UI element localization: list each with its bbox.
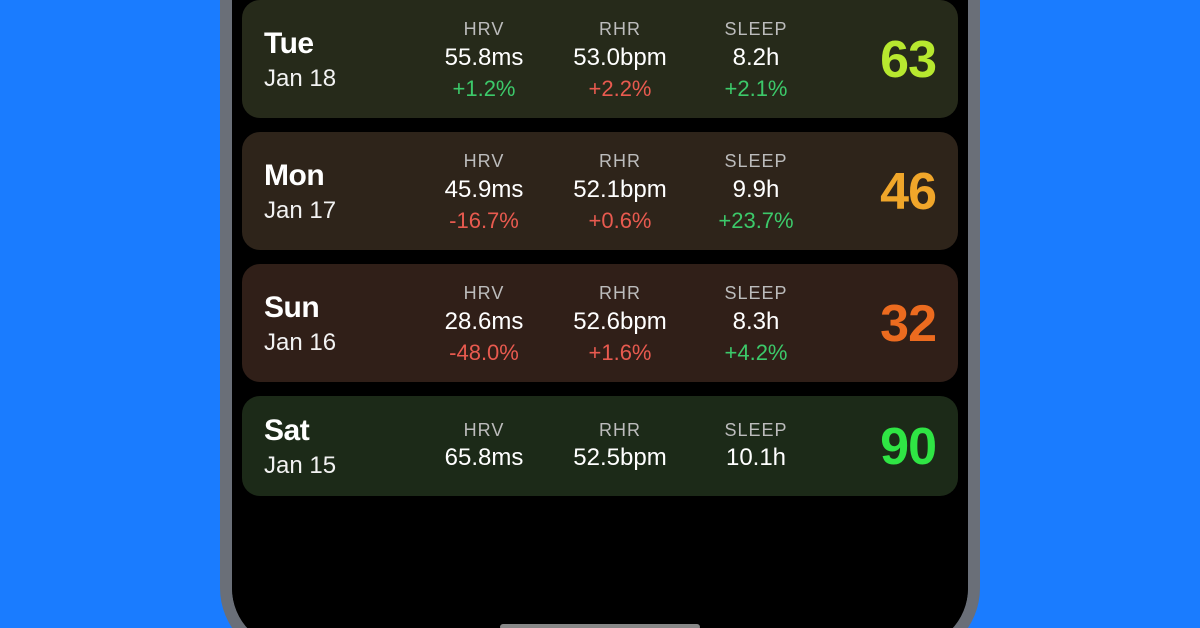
rhr-value: 52.5bpm <box>573 443 666 473</box>
day-card[interactable]: Sat Jan 15 HRV 65.8ms RHR 52.5bpm SLEEP … <box>242 396 958 496</box>
score-value: 90 <box>826 417 936 477</box>
sleep-label: SLEEP <box>724 419 787 442</box>
sleep-label: SLEEP <box>724 18 787 41</box>
sleep-value: 8.3h <box>733 307 780 337</box>
day-card[interactable]: Mon Jan 17 HRV 45.9ms -16.7% RHR 52.1bpm… <box>242 132 958 250</box>
hrv-label: HRV <box>464 419 505 442</box>
hrv-metric: HRV 65.8ms <box>418 419 550 476</box>
sleep-metric: SLEEP 8.2h +2.1% <box>690 18 822 102</box>
hrv-metric: HRV 55.8ms +1.2% <box>418 18 550 102</box>
hrv-delta: -16.7% <box>449 207 519 235</box>
sleep-label: SLEEP <box>724 282 787 305</box>
metrics-list[interactable]: Tue Jan 18 HRV 55.8ms +1.2% RHR 53.0bpm … <box>242 0 958 496</box>
date-column: Tue Jan 18 <box>264 27 414 93</box>
rhr-value: 52.1bpm <box>573 175 666 205</box>
hrv-delta: -48.0% <box>449 339 519 367</box>
day-of-week: Sat <box>264 414 414 448</box>
rhr-delta: +0.6% <box>589 207 652 235</box>
sleep-value: 10.1h <box>726 443 786 473</box>
rhr-label: RHR <box>599 18 641 41</box>
date-column: Sat Jan 15 <box>264 414 414 480</box>
hrv-value: 65.8ms <box>445 443 524 473</box>
date-column: Mon Jan 17 <box>264 159 414 225</box>
rhr-value: 53.0bpm <box>573 43 666 73</box>
score-value: 46 <box>826 162 936 222</box>
hrv-value: 45.9ms <box>445 175 524 205</box>
day-of-week: Tue <box>264 27 414 61</box>
day-of-week: Mon <box>264 159 414 193</box>
rhr-value: 52.6bpm <box>573 307 666 337</box>
hrv-value: 55.8ms <box>445 43 524 73</box>
hrv-value: 28.6ms <box>445 307 524 337</box>
date-label: Jan 17 <box>264 197 414 225</box>
rhr-metric: RHR 53.0bpm +2.2% <box>554 18 686 102</box>
sleep-value: 8.2h <box>733 43 780 73</box>
phone-frame: Tue Jan 18 HRV 55.8ms +1.2% RHR 53.0bpm … <box>220 0 980 628</box>
phone-screen: Tue Jan 18 HRV 55.8ms +1.2% RHR 53.0bpm … <box>232 0 968 628</box>
date-label: Jan 16 <box>264 329 414 357</box>
hrv-delta: +1.2% <box>453 75 516 103</box>
rhr-label: RHR <box>599 419 641 442</box>
rhr-delta: +2.2% <box>589 75 652 103</box>
sleep-value: 9.9h <box>733 175 780 205</box>
day-card[interactable]: Tue Jan 18 HRV 55.8ms +1.2% RHR 53.0bpm … <box>242 0 958 118</box>
score-value: 32 <box>826 294 936 354</box>
date-label: Jan 18 <box>264 65 414 93</box>
hrv-label: HRV <box>464 282 505 305</box>
rhr-label: RHR <box>599 282 641 305</box>
sleep-label: SLEEP <box>724 150 787 173</box>
day-of-week: Sun <box>264 291 414 325</box>
date-column: Sun Jan 16 <box>264 291 414 357</box>
rhr-metric: RHR 52.6bpm +1.6% <box>554 282 686 366</box>
sleep-metric: SLEEP 9.9h +23.7% <box>690 150 822 234</box>
home-indicator-icon[interactable] <box>500 624 700 628</box>
hrv-label: HRV <box>464 150 505 173</box>
sleep-delta: +23.7% <box>718 207 793 235</box>
sleep-delta: +4.2% <box>725 339 788 367</box>
sleep-metric: SLEEP 8.3h +4.2% <box>690 282 822 366</box>
date-label: Jan 15 <box>264 452 414 480</box>
rhr-metric: RHR 52.5bpm <box>554 419 686 476</box>
hrv-label: HRV <box>464 18 505 41</box>
sleep-metric: SLEEP 10.1h <box>690 419 822 476</box>
day-card[interactable]: Sun Jan 16 HRV 28.6ms -48.0% RHR 52.6bpm… <box>242 264 958 382</box>
hrv-metric: HRV 45.9ms -16.7% <box>418 150 550 234</box>
rhr-metric: RHR 52.1bpm +0.6% <box>554 150 686 234</box>
score-value: 63 <box>826 30 936 90</box>
hrv-metric: HRV 28.6ms -48.0% <box>418 282 550 366</box>
rhr-label: RHR <box>599 150 641 173</box>
rhr-delta: +1.6% <box>589 339 652 367</box>
sleep-delta: +2.1% <box>725 75 788 103</box>
